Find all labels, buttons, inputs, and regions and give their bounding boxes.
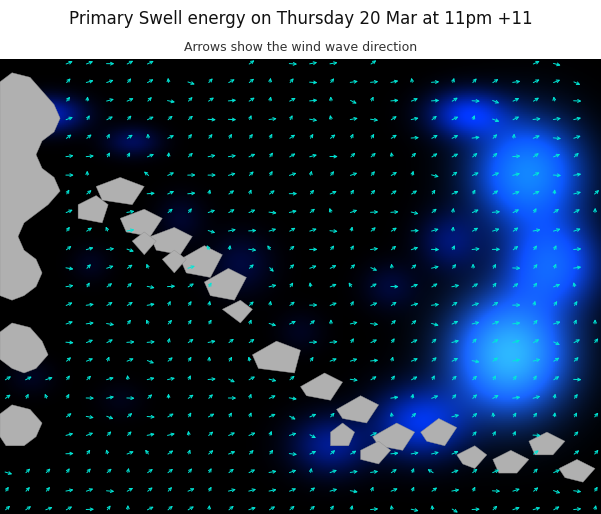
Text: Primary Swell energy on Thursday 20 Mar at 11pm +11: Primary Swell energy on Thursday 20 Mar … <box>69 10 532 28</box>
Text: Arrows show the wind wave direction: Arrows show the wind wave direction <box>184 41 417 54</box>
